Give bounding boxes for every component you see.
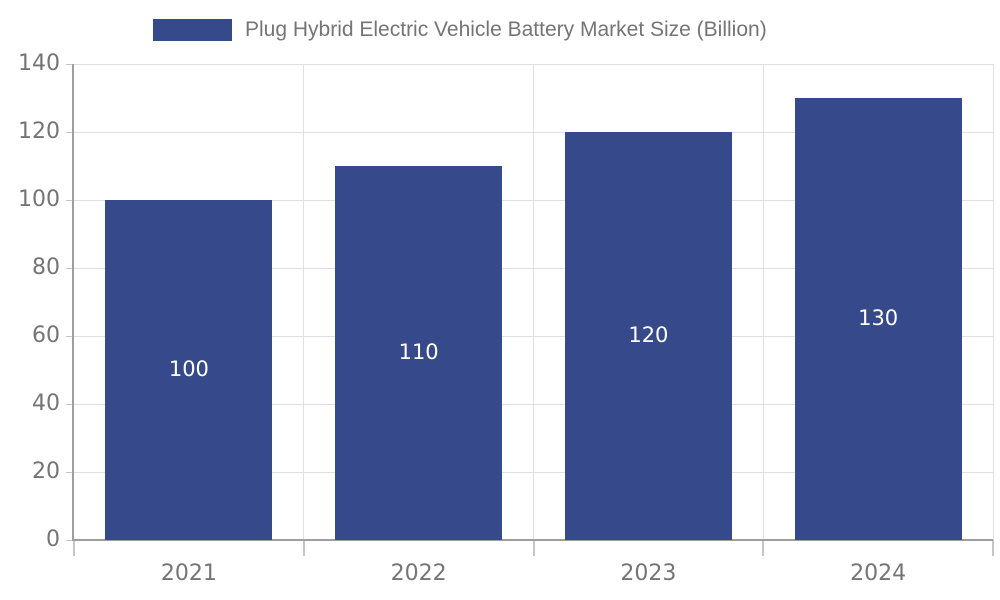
x-tick-label: 2021 <box>160 561 217 586</box>
y-tick-mark <box>66 403 74 405</box>
x-tick-label: 2024 <box>850 561 907 586</box>
y-tick-label: 0 <box>46 527 60 552</box>
x-axis-line <box>72 539 993 541</box>
y-tick-label: 60 <box>32 323 60 348</box>
bar[interactable] <box>564 132 732 540</box>
y-tick-label: 120 <box>18 119 60 144</box>
y-tick-mark <box>66 335 74 337</box>
v-gridline <box>533 64 534 540</box>
y-tick-mark <box>66 471 74 473</box>
bar[interactable] <box>105 200 273 540</box>
x-tick-mark <box>73 540 75 556</box>
y-tick-mark <box>66 539 74 541</box>
x-tick-mark <box>762 540 765 556</box>
y-tick-label: 140 <box>18 51 60 76</box>
y-axis-line <box>72 64 74 540</box>
v-gridline <box>992 64 994 540</box>
y-tick-mark <box>66 131 74 133</box>
x-tick-mark <box>532 540 535 556</box>
legend-swatch <box>153 19 232 41</box>
y-tick-mark <box>66 199 74 201</box>
y-tick-label: 40 <box>32 391 60 416</box>
bar[interactable] <box>335 166 503 540</box>
x-tick-mark <box>302 540 305 556</box>
v-gridline <box>762 64 764 540</box>
legend-label: Plug Hybrid Electric Vehicle Battery Mar… <box>245 18 767 41</box>
y-tick-label: 80 <box>32 255 60 280</box>
legend-item[interactable]: Plug Hybrid Electric Vehicle Battery Mar… <box>153 18 767 42</box>
x-tick-label: 2023 <box>620 561 677 586</box>
x-tick-mark <box>992 540 994 556</box>
y-tick-mark <box>66 63 74 65</box>
bar[interactable] <box>794 98 962 540</box>
v-gridline <box>303 64 305 540</box>
x-tick-label: 2022 <box>390 561 447 586</box>
y-tick-label: 100 <box>18 187 60 212</box>
y-tick-mark <box>66 267 74 269</box>
y-tick-label: 20 <box>32 459 60 484</box>
